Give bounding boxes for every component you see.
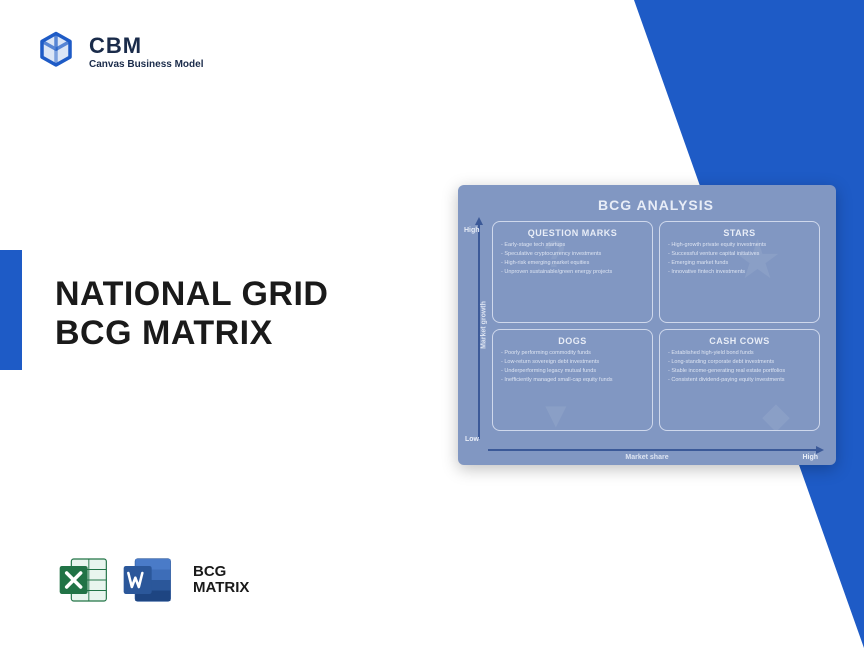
word-icon	[119, 552, 175, 608]
watermark-cow-icon: ◆	[763, 396, 789, 431]
x-axis	[488, 449, 818, 451]
quad-title: QUESTION MARKS	[501, 228, 644, 238]
file-label: BCG MATRIX	[193, 564, 249, 597]
quad-list: High-growth private equity investments S…	[668, 242, 811, 277]
accent-bar	[0, 250, 22, 370]
quad-title: DOGS	[501, 336, 644, 346]
title-line-2: BCG MATRIX	[55, 314, 328, 353]
quadrant-dogs: ▼ DOGS Poorly performing commodity funds…	[492, 329, 653, 431]
excel-icon	[55, 552, 111, 608]
cbm-logo-icon	[35, 30, 77, 72]
brand-logo: CBM Canvas Business Model	[35, 30, 203, 72]
file-icons-row: BCG MATRIX	[55, 552, 249, 608]
list-item: Speculative cryptocurrency investments	[501, 251, 644, 258]
list-item: High-growth private equity investments	[668, 242, 811, 249]
y-axis-low: Low	[465, 436, 479, 443]
quad-list: Early-stage tech startups Speculative cr…	[501, 242, 644, 277]
quad-title: STARS	[668, 228, 811, 238]
list-item: Unproven sustainable/green energy projec…	[501, 269, 644, 276]
list-item: Underperforming legacy mutual funds	[501, 368, 644, 375]
quadrant-cash-cows: ◆ CASH COWS Established high-yield bond …	[659, 329, 820, 431]
bcg-matrix-card: BCG ANALYSIS High Low Market growth ? QU…	[458, 185, 836, 465]
page-title: NATIONAL GRID BCG MATRIX	[55, 275, 328, 353]
file-label-line-1: BCG	[193, 564, 249, 581]
x-axis-high: High	[802, 454, 818, 461]
quadrant-stars: ★ STARS High-growth private equity inves…	[659, 221, 820, 323]
y-axis-high: High	[464, 227, 480, 234]
file-label-line-2: MATRIX	[193, 580, 249, 597]
list-item: Inefficiently managed small-cap equity f…	[501, 377, 644, 384]
quad-list: Established high-yield bond funds Long-s…	[668, 350, 811, 385]
brand-tagline: Canvas Business Model	[89, 59, 203, 70]
quad-title: CASH COWS	[668, 336, 811, 346]
list-item: Innovative fintech investments	[668, 269, 811, 276]
list-item: Successful venture capital initiatives	[668, 251, 811, 258]
matrix-grid: ? QUESTION MARKS Early-stage tech startu…	[492, 221, 820, 431]
list-item: High-risk emerging market equities	[501, 260, 644, 267]
list-item: Consistent dividend-paying equity invest…	[668, 377, 811, 384]
y-axis-label: Market growth	[480, 301, 487, 349]
list-item: Established high-yield bond funds	[668, 350, 811, 357]
title-line-1: NATIONAL GRID	[55, 275, 328, 314]
quadrant-question-marks: ? QUESTION MARKS Early-stage tech startu…	[492, 221, 653, 323]
watermark-dog-icon: ▼	[538, 394, 574, 431]
matrix-title: BCG ANALYSIS	[492, 197, 820, 213]
list-item: Long-standing corporate debt investments	[668, 359, 811, 366]
list-item: Low-return sovereign debt investments	[501, 359, 644, 366]
quad-list: Poorly performing commodity funds Low-re…	[501, 350, 644, 385]
list-item: Stable income-generating real estate por…	[668, 368, 811, 375]
x-axis-label: Market share	[625, 454, 668, 461]
brand-abbr: CBM	[89, 33, 203, 59]
list-item: Emerging market funds	[668, 260, 811, 267]
list-item: Poorly performing commodity funds	[501, 350, 644, 357]
list-item: Early-stage tech startups	[501, 242, 644, 249]
